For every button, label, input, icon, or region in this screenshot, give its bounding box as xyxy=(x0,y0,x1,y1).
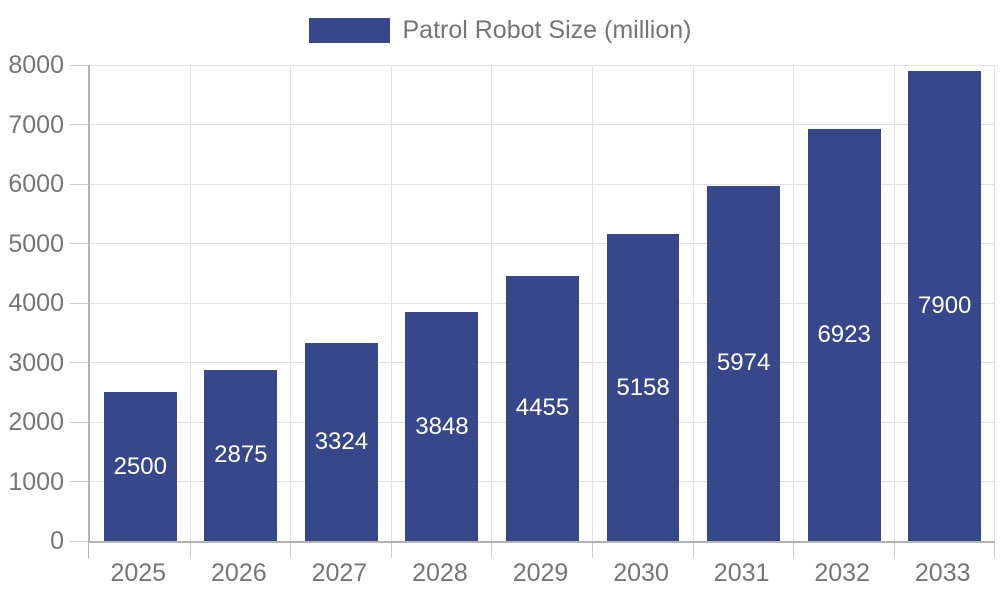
y-axis-label: 2000 xyxy=(8,408,64,436)
x-tick xyxy=(592,543,594,558)
plot-area: 2500 2875 3324 3848 4455 5158 5974 6923 7900 xyxy=(70,64,996,558)
bar-value-label: 4455 xyxy=(515,394,570,422)
x-tick xyxy=(290,543,292,558)
y-axis-label: 8000 xyxy=(8,51,64,79)
bar-value-label: 3848 xyxy=(415,412,469,440)
h-gridline xyxy=(90,124,995,126)
x-tick xyxy=(390,543,392,558)
v-gridline xyxy=(692,65,694,541)
y-axis-label: 0 xyxy=(50,527,64,555)
x-axis-label-2028: 2028 xyxy=(412,559,468,587)
bar-2033[interactable]: 7900 xyxy=(908,70,982,541)
y-tick xyxy=(70,64,88,66)
x-axis-label-2025: 2025 xyxy=(110,559,167,587)
h-gridline xyxy=(90,243,995,245)
v-gridline xyxy=(893,65,895,541)
x-axis-label-2031: 2031 xyxy=(713,559,770,587)
bar-value-label: 3324 xyxy=(314,428,369,456)
x-axis-label-2029: 2029 xyxy=(512,559,569,587)
bar-2032[interactable]: 6923 xyxy=(807,129,881,541)
y-tick xyxy=(70,183,88,185)
y-axis-label: 3000 xyxy=(8,348,64,377)
x-tick xyxy=(994,543,996,558)
y-tick xyxy=(70,481,88,483)
x-axis-label-2032: 2032 xyxy=(814,559,870,587)
y-tick xyxy=(70,540,88,542)
bar-2029[interactable]: 4455 xyxy=(506,275,579,541)
y-tick xyxy=(70,302,88,304)
legend-swatch-icon xyxy=(308,18,390,43)
x-axis-label-2026: 2026 xyxy=(211,559,267,587)
v-gridline xyxy=(290,65,292,541)
x-tick xyxy=(793,543,795,558)
y-axis-label: 1000 xyxy=(8,467,64,496)
v-gridline xyxy=(491,65,493,541)
h-gridline xyxy=(90,183,995,185)
x-tick xyxy=(88,543,89,558)
y-axis-label: 5000 xyxy=(8,229,64,258)
x-axis-label-2033: 2033 xyxy=(914,559,971,587)
y-axis-label: 6000 xyxy=(8,170,64,198)
y-tick xyxy=(70,243,88,245)
y-tick xyxy=(70,124,88,126)
x-tick xyxy=(189,543,191,558)
bar-value-label: 7900 xyxy=(918,291,972,319)
bar-2026[interactable]: 2875 xyxy=(204,369,278,541)
y-axis-label: 4000 xyxy=(8,289,64,317)
bar-value-label: 6923 xyxy=(817,321,871,349)
x-axis-label-2030: 2030 xyxy=(613,559,669,587)
y-tick xyxy=(70,421,88,423)
legend[interactable]: Patrol Robot Size (million) xyxy=(0,16,1000,45)
y-tick xyxy=(70,362,88,364)
x-axis-label-2027: 2027 xyxy=(311,559,368,587)
legend-label: Patrol Robot Size (million) xyxy=(402,16,692,44)
bar-2028[interactable]: 3848 xyxy=(405,312,479,541)
v-gridline xyxy=(390,65,392,541)
y-axis-label: 7000 xyxy=(8,110,64,139)
v-gridline xyxy=(994,65,996,541)
h-gridline xyxy=(90,64,995,66)
bar-2027[interactable]: 3324 xyxy=(304,343,378,541)
v-gridline xyxy=(793,65,795,541)
x-tick xyxy=(692,543,694,558)
bar-value-label: 5974 xyxy=(716,349,771,377)
x-tick xyxy=(893,543,895,558)
v-gridline xyxy=(592,65,594,541)
bar-2031[interactable]: 5974 xyxy=(707,185,781,541)
bar-value-label: 2500 xyxy=(113,452,167,480)
bar-2025[interactable]: 2500 xyxy=(103,392,177,541)
bar-value-label: 2875 xyxy=(214,441,268,469)
bar-2030[interactable]: 5158 xyxy=(606,234,680,541)
bar-value-label: 5158 xyxy=(616,373,670,401)
v-gridline xyxy=(189,65,191,541)
x-tick xyxy=(491,543,493,558)
